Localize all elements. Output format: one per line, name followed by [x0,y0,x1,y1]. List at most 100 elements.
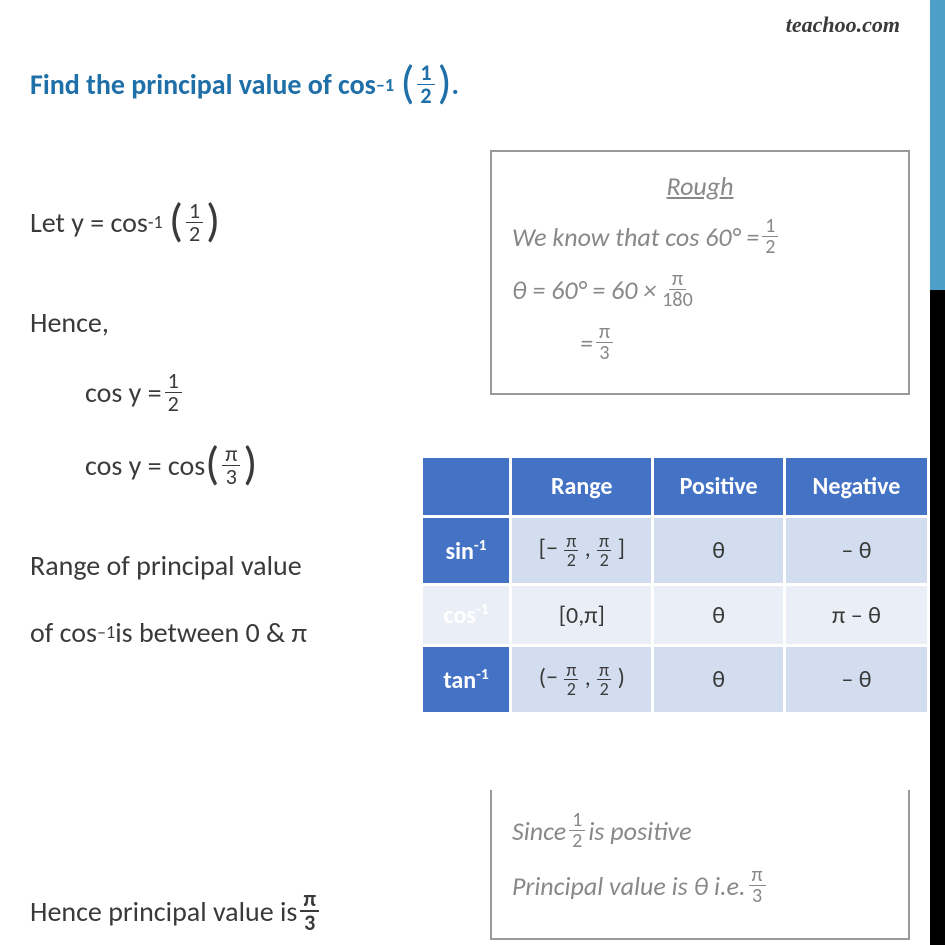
text: Let y = cos [30,203,148,242]
frac-den: 2 [565,680,578,698]
frac-den: 3 [596,343,612,363]
text: tan [443,666,476,695]
sup: -1 [474,536,487,555]
row-head-cos: cos-1 [422,585,511,646]
range-line-2: of cos–1 is between 0 & π [30,613,307,652]
title-sup: –1 [376,74,394,96]
text: cos y = cos [85,446,205,485]
table-header-row: Range Positive Negative [422,457,929,517]
fraction: π2 [597,661,611,698]
title-text: Find the principal value of cos [30,67,376,102]
sup: -1 [148,210,163,235]
cell-pos: θ [653,646,784,714]
fraction: π 180 [659,269,695,310]
watermark: teachoo.com [786,12,900,38]
range-line-1: Range of principal value [30,546,307,585]
text: sin [446,537,474,566]
fraction: π 3 [749,865,766,906]
cell-neg: – θ [784,646,928,714]
cell-range: (− π2 , π2 ) [511,646,653,714]
note-line-2: Principal value is θ i.e. π 3 [512,865,888,906]
col-range: Range [511,457,653,517]
fraction: π2 [597,532,611,569]
text: of cos [30,613,97,652]
text: Since [512,815,566,847]
title-suffix: . [452,67,459,102]
text: ] [618,534,625,563]
frac-den: 2 [598,680,611,698]
solution-body: Let y = cos-1 ( 1 2 ) Hence, cos y = 1 2… [30,200,307,661]
fraction: 1 2 [569,810,585,851]
frac-num: 1 [569,810,585,831]
table-row-tan: tan-1 (− π2 , π2 ) θ – θ [422,646,929,714]
text: , [585,663,596,692]
frac-num: π [749,865,766,886]
cell-pos: θ [653,517,784,585]
text: [− [539,534,558,563]
cosy-line-2: cos y = cos ( π 3 ) [85,443,307,488]
col-negative: Negative [784,457,928,517]
frac-den: 3 [223,466,240,488]
table-row-sin: sin-1 [− π2 , π2 ] θ – θ [422,517,929,585]
rough-line-1: We know that cos 60° = 1 2 [512,216,888,257]
cell-range: [0,π] [511,585,653,646]
table-corner [422,457,511,517]
sup: –1 [97,620,115,645]
fraction: π2 [564,532,578,569]
final-fraction: π 3 [300,888,319,934]
text: is between 0 & π [115,613,307,652]
fraction: 1 2 [186,200,203,245]
final-answer: Hence principal value is π 3 [30,888,322,934]
fraction: 1 2 [762,216,778,257]
sup: -1 [476,665,489,684]
text: is positive [588,815,691,847]
side-accent-black [930,290,945,945]
question-title: Find the principal value of cos–1 ( 1 2 … [30,62,459,107]
frac-den: 2 [569,831,585,851]
note-line-1: Since 1 2 is positive [512,810,888,851]
fraction: π2 [564,661,578,698]
text: (− [539,663,558,692]
fraction: π 3 [596,322,613,363]
text: θ = 60° = 60 × [512,274,656,306]
frac-num: π [669,269,686,290]
frac-num: π [596,322,613,343]
frac-den: 2 [417,85,434,107]
text: Hence principal value is [30,894,297,929]
frac-den: 2 [598,551,611,569]
note-box: Since 1 2 is positive Principal value is… [490,790,910,940]
text: Principal value is θ i.e. [512,870,746,902]
text: cos [444,601,476,630]
row-head-tan: tan-1 [422,646,511,714]
frac-den: 2 [165,393,182,415]
sup: -1 [476,600,489,619]
row-head-sin: sin-1 [422,517,511,585]
text: = [580,327,593,359]
col-positive: Positive [653,457,784,517]
text: , [585,534,596,563]
fraction: π 3 [222,443,240,488]
text: We know that cos 60° = [512,221,759,253]
cell-range: [− π2 , π2 ] [511,517,653,585]
cell-neg: π – θ [784,585,928,646]
rough-title: Rough [512,170,888,202]
rough-line-3: = π 3 [580,322,888,363]
frac-den: 180 [659,290,695,310]
range-table: Range Positive Negative sin-1 [− π2 , π2… [420,455,930,715]
rough-line-2: θ = 60° = 60 × π 180 [512,269,888,310]
text: ) [618,663,625,692]
frac-den: 2 [565,551,578,569]
frac-den: 2 [762,237,778,257]
cosy-line-1: cos y = 1 2 [85,370,307,415]
table-row-cos: cos-1 [0,π] θ π – θ [422,585,929,646]
frac-den: 3 [301,912,318,934]
let-line: Let y = cos-1 ( 1 2 ) [30,200,307,245]
cell-pos: θ [653,585,784,646]
rough-work-box: Rough We know that cos 60° = 1 2 θ = 60°… [490,150,910,395]
title-fraction: 1 2 [417,62,434,107]
cell-neg: – θ [784,517,928,585]
frac-den: 2 [186,223,203,245]
text: cos y = [85,373,162,412]
frac-num: 1 [762,216,778,237]
hence-line: Hence, [30,303,307,342]
